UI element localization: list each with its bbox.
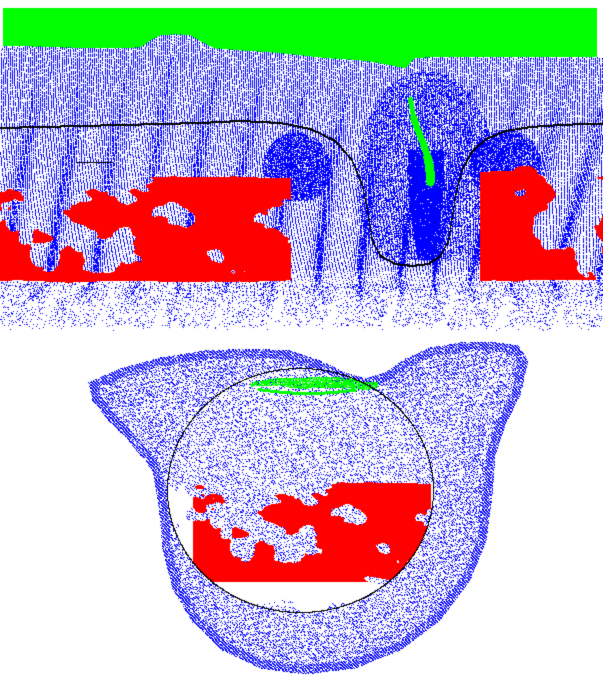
field-line-canvas: [0, 0, 603, 677]
figure-overlay: [0, 0, 603, 677]
visualization-figure: [0, 0, 603, 677]
